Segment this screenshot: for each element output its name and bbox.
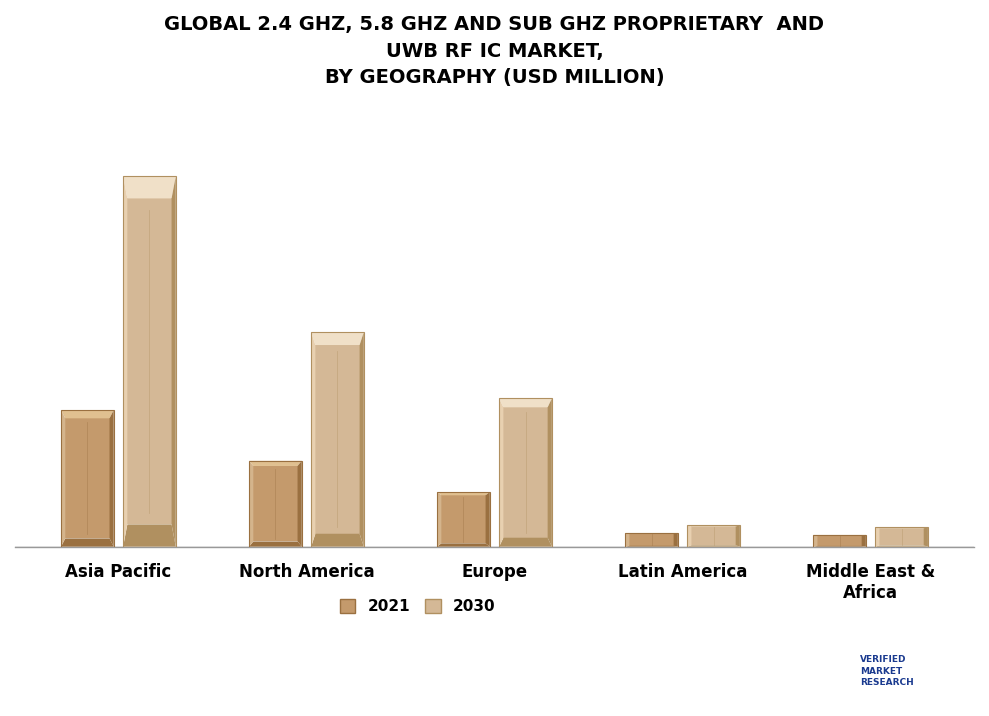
Polygon shape xyxy=(861,535,866,546)
Polygon shape xyxy=(499,398,552,407)
Polygon shape xyxy=(171,176,176,546)
Polygon shape xyxy=(687,525,691,546)
Polygon shape xyxy=(499,398,503,546)
Polygon shape xyxy=(625,533,629,546)
Polygon shape xyxy=(924,527,928,546)
Polygon shape xyxy=(687,525,740,526)
Polygon shape xyxy=(437,492,490,495)
Polygon shape xyxy=(674,533,677,546)
Legend: 2021, 2030: 2021, 2030 xyxy=(334,593,501,621)
Polygon shape xyxy=(437,543,490,546)
Polygon shape xyxy=(360,332,364,546)
Polygon shape xyxy=(253,466,298,541)
Polygon shape xyxy=(312,533,364,546)
Polygon shape xyxy=(312,332,315,546)
Polygon shape xyxy=(61,410,65,546)
Polygon shape xyxy=(123,524,176,546)
Polygon shape xyxy=(312,332,364,345)
Polygon shape xyxy=(499,538,552,546)
Polygon shape xyxy=(65,418,110,538)
Polygon shape xyxy=(875,527,928,528)
Text: VERIFIED
MARKET
RESEARCH: VERIFIED MARKET RESEARCH xyxy=(860,654,914,687)
Polygon shape xyxy=(691,526,736,546)
Polygon shape xyxy=(61,538,114,546)
Polygon shape xyxy=(249,461,302,466)
Polygon shape xyxy=(879,528,924,546)
Polygon shape xyxy=(813,535,818,546)
Polygon shape xyxy=(437,492,441,546)
Polygon shape xyxy=(736,525,740,546)
Polygon shape xyxy=(625,533,677,534)
Polygon shape xyxy=(629,534,674,546)
Polygon shape xyxy=(315,345,360,533)
Polygon shape xyxy=(249,461,253,546)
Polygon shape xyxy=(123,176,128,546)
Polygon shape xyxy=(61,410,114,418)
Polygon shape xyxy=(503,407,548,538)
Polygon shape xyxy=(110,410,114,546)
Title: GLOBAL 2.4 GHZ, 5.8 GHZ AND SUB GHZ PROPRIETARY  AND
UWB RF IC MARKET,
BY GEOGRA: GLOBAL 2.4 GHZ, 5.8 GHZ AND SUB GHZ PROP… xyxy=(164,15,825,87)
Polygon shape xyxy=(441,495,486,543)
Polygon shape xyxy=(123,176,176,198)
Polygon shape xyxy=(818,536,861,546)
Polygon shape xyxy=(128,198,171,524)
Polygon shape xyxy=(548,398,552,546)
Polygon shape xyxy=(486,492,490,546)
Polygon shape xyxy=(249,541,302,546)
Polygon shape xyxy=(298,461,302,546)
Polygon shape xyxy=(875,527,879,546)
